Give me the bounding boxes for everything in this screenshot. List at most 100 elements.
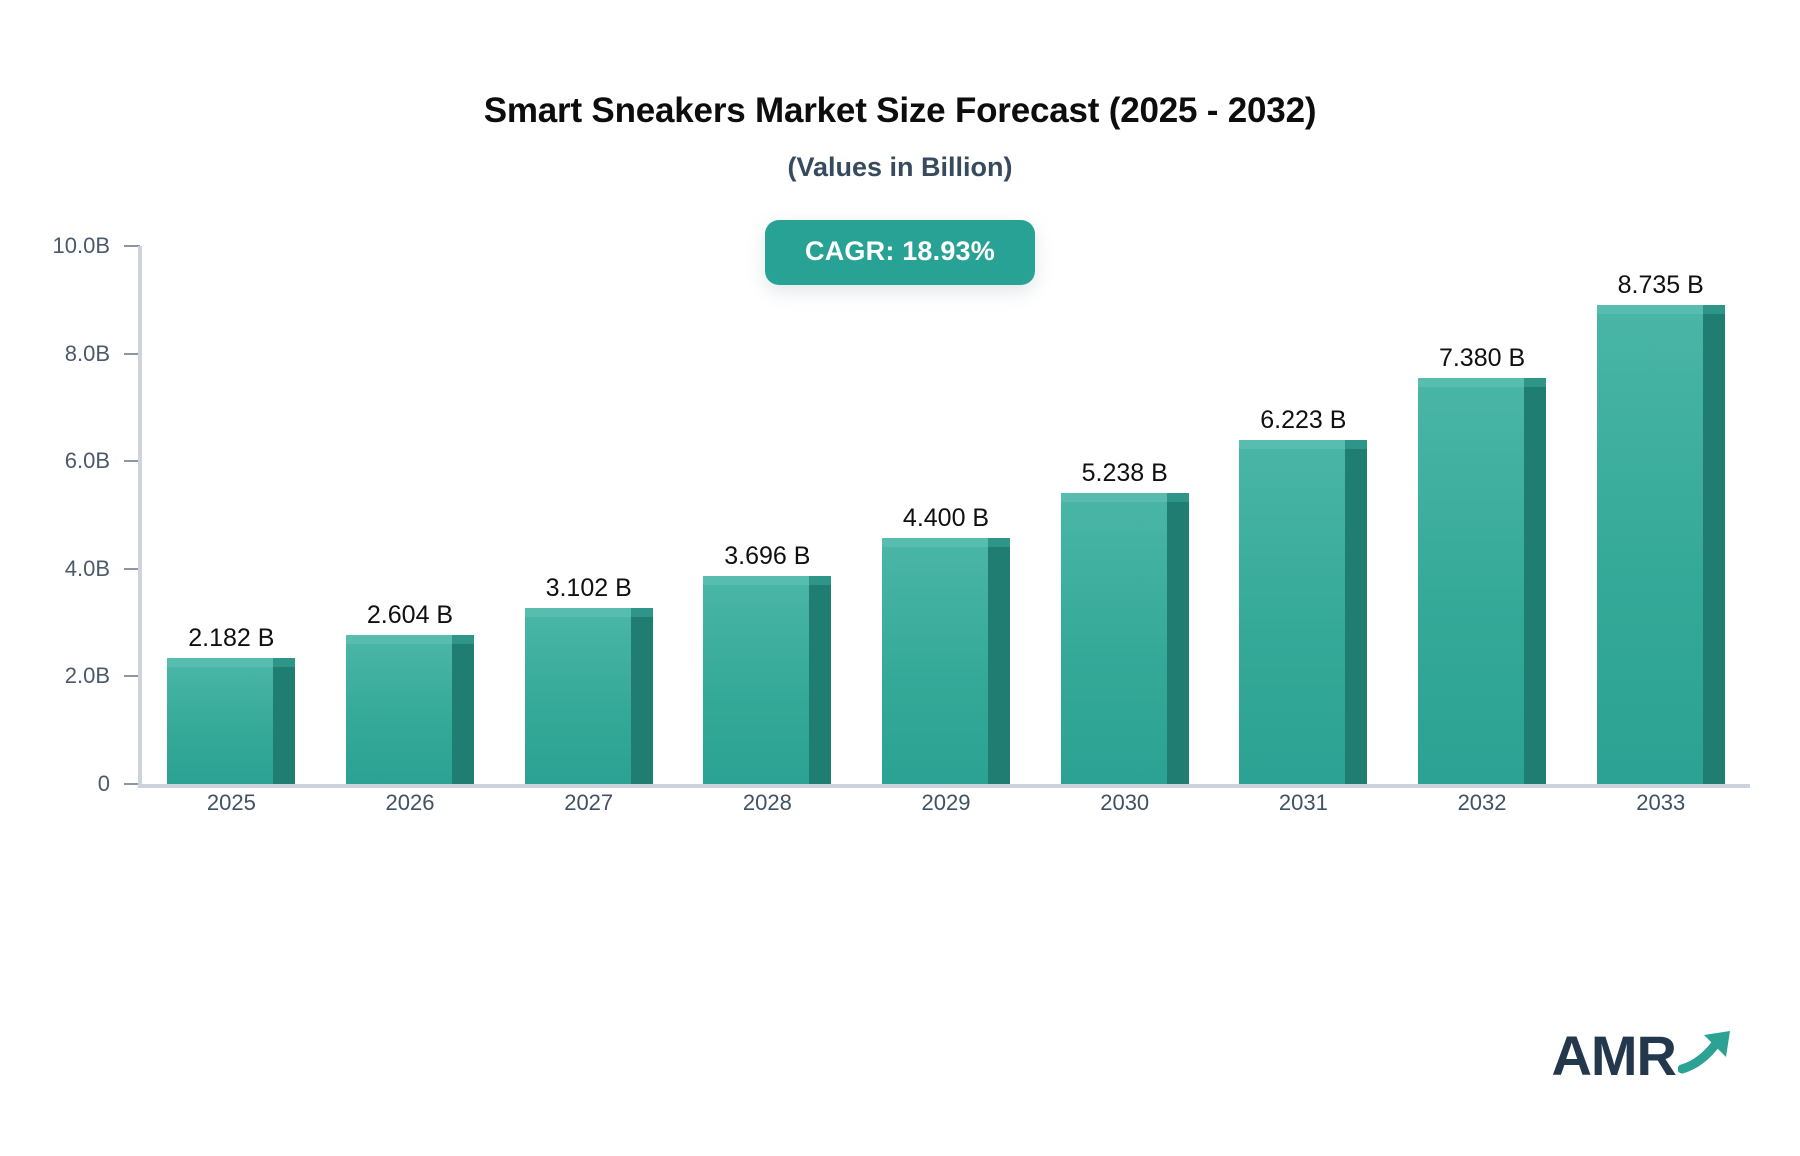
bar-top-side-face: [1345, 440, 1368, 450]
bar-top-face: [524, 608, 653, 618]
bar-slot: 4.400 B: [857, 246, 1036, 784]
x-axis-tick: 2030: [1035, 790, 1214, 816]
y-axis-tick: 10.0B: [52, 233, 140, 258]
x-axis-line: [138, 784, 1750, 788]
y-axis-tick: 8.0B: [65, 341, 140, 366]
y-axis-tick-label: 0: [97, 771, 110, 796]
y-axis-tick-label: 10.0B: [52, 233, 111, 258]
bar-value-label: 2.182 B: [188, 623, 275, 652]
x-axis-tick: 2032: [1393, 790, 1572, 816]
x-axis-tick-label: 2025: [206, 790, 256, 815]
x-axis-tick: 2027: [499, 790, 678, 816]
growth-arrow-icon: [1677, 1029, 1738, 1080]
bar[interactable]: 3.696 B: [703, 542, 832, 784]
bar[interactable]: 4.400 B: [882, 504, 1011, 784]
x-axis-tick: 2029: [857, 790, 1036, 816]
x-axis-tick: 2028: [678, 790, 857, 816]
bar[interactable]: 7.380 B: [1418, 344, 1547, 784]
bar-slot: 3.102 B: [499, 246, 678, 784]
bar-side-face: [809, 585, 832, 784]
y-axis-line: [138, 246, 142, 786]
amr-logo: AMR: [1551, 1028, 1738, 1084]
bar[interactable]: 6.223 B: [1239, 406, 1368, 784]
logo-text: AMR: [1551, 1024, 1677, 1087]
x-axis-tick: 2033: [1571, 790, 1750, 816]
bar-slot: 2.604 B: [321, 246, 500, 784]
bar-top-side-face: [630, 608, 653, 618]
x-axis-tick-label: 2031: [1278, 790, 1328, 815]
bar-slot: 6.223 B: [1214, 246, 1393, 784]
bar-top-face: [882, 538, 1011, 548]
y-axis-tick-mark: [124, 783, 140, 785]
x-axis-tick: 2025: [142, 790, 321, 816]
x-axis-tick-label: 2026: [385, 790, 435, 815]
bar-side-face: [273, 666, 296, 784]
bar-top-side-face: [809, 576, 832, 586]
bar-front-face: [346, 643, 474, 784]
y-axis-tick: 6.0B: [65, 448, 140, 473]
bar[interactable]: 2.604 B: [346, 601, 474, 784]
bar-top-side-face: [1524, 377, 1547, 387]
bar-slot: 3.696 B: [678, 246, 857, 784]
bar-slot: 5.238 B: [1035, 246, 1214, 784]
y-axis-tick: 0: [97, 771, 140, 796]
bar-top-face: [167, 657, 296, 667]
y-axis-tick-label: 4.0B: [64, 555, 110, 581]
y-axis-tick-label: 2.0B: [64, 663, 110, 689]
y-axis-tick-mark: [124, 245, 140, 247]
chart-header: Smart Sneakers Market Size Forecast (202…: [0, 91, 1800, 182]
bar-value-label: 5.238 B: [1081, 459, 1168, 488]
plot-area: 0 2.0B 4.0B 6.0B 8.0B 10.0B 2.182 B 2.604 B 3.1…: [0, 233, 1800, 796]
bar-front-face: [1239, 449, 1368, 784]
bar-value-label: 8.735 B: [1617, 271, 1704, 300]
bar-top-side-face: [988, 538, 1011, 548]
bar-top-side-face: [273, 657, 296, 667]
x-axis-tick-label: 2032: [1457, 790, 1507, 815]
chart-subtitle: (Values in Billion): [787, 151, 1013, 182]
y-axis-tick: 4.0B: [64, 555, 140, 581]
bar[interactable]: 3.102 B: [524, 574, 653, 784]
bar-front-face: [882, 547, 1011, 784]
x-axis-tick-label: 2028: [742, 790, 792, 815]
x-axis-tick-label: 2030: [1100, 790, 1150, 815]
page-title: Smart Sneakers Market Size Forecast (202…: [483, 91, 1317, 130]
bar-front-face: [1060, 502, 1189, 784]
bar-value-label: 6.223 B: [1260, 406, 1347, 435]
bar-value-label: 2.604 B: [366, 600, 454, 629]
bar-series: 2.182 B 2.604 B 3.102 B 3.696 B 4.400 B 5.238…: [142, 246, 1750, 784]
bar-front-face: [167, 666, 296, 784]
bar-side-face: [1166, 502, 1189, 784]
bar-value-label: 4.400 B: [902, 504, 990, 533]
x-axis-tick: 2031: [1214, 790, 1393, 816]
bar[interactable]: 8.735 B: [1596, 271, 1725, 784]
bar-top-side-face: [1702, 305, 1725, 315]
bar[interactable]: 2.182 B: [167, 624, 296, 784]
bar-top-face: [1060, 493, 1189, 503]
bar-front-face: [1596, 314, 1725, 784]
bar-top-face: [1596, 305, 1725, 315]
y-axis: 0 2.0B 4.0B 6.0B 8.0B 10.0B: [0, 233, 140, 796]
bar-top-face: [1239, 440, 1368, 450]
bar-top-face: [346, 634, 474, 644]
bar-slot: 2.182 B: [142, 246, 321, 784]
x-axis-tick-label: 2029: [921, 790, 971, 815]
bar-value-label: 3.696 B: [724, 542, 811, 571]
bar-slot: 8.735 B: [1571, 246, 1750, 784]
y-axis-tick-mark: [124, 352, 140, 355]
x-axis-tick-label: 2033: [1636, 790, 1686, 815]
bar-top-side-face: [1166, 493, 1189, 503]
bar-top-side-face: [452, 634, 474, 644]
bar-front-face: [703, 585, 832, 784]
bar-value-label: 7.380 B: [1438, 343, 1526, 372]
bar-value-label: 3.102 B: [545, 574, 632, 603]
bar-front-face: [1418, 386, 1547, 784]
bar-slot: 7.380 B: [1393, 246, 1572, 784]
x-axis-tick: 2026: [321, 790, 500, 816]
bar-side-face: [1345, 449, 1368, 784]
bar[interactable]: 5.238 B: [1060, 459, 1189, 784]
x-axis: 2025 2026 2027 2028 2029 2030 2031 2032 2033: [142, 790, 1750, 816]
bar-side-face: [630, 617, 653, 784]
y-axis-tick-mark: [124, 567, 140, 570]
bar-side-face: [1524, 386, 1547, 784]
